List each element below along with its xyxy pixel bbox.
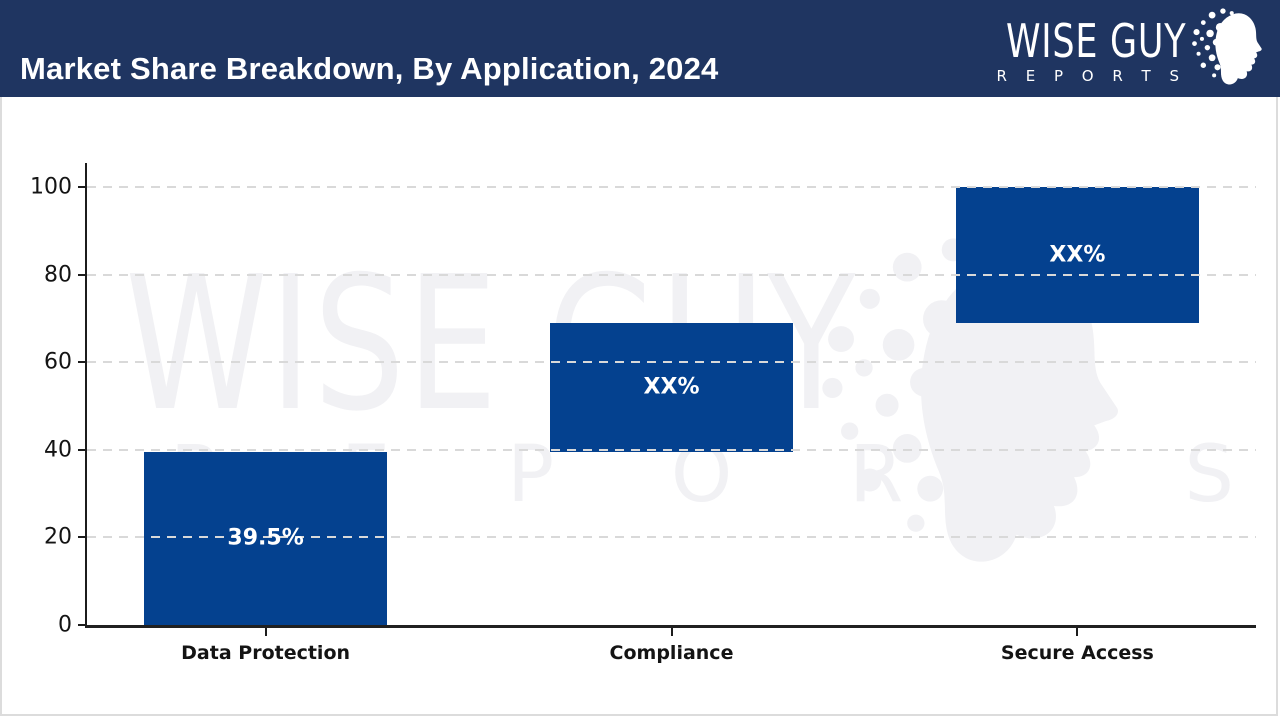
logo-wise-guy-text: WISE GUY	[1005, 14, 1186, 68]
y-tick-label: 20	[44, 524, 72, 550]
wise-guy-logo: WISE GUY R E P O R T S	[997, 0, 1272, 97]
logo-text: WISE GUY R E P O R T S	[949, 14, 1186, 85]
logo-reports-text: R E P O R T S	[996, 67, 1186, 85]
gridline-20	[87, 536, 1256, 539]
bar-value-label: XX%	[643, 374, 700, 400]
gridline-100	[87, 186, 1256, 188]
y-axis-tick	[78, 536, 85, 539]
watermark-face-profile	[921, 258, 1118, 562]
bar-data-protection	[143, 451, 388, 625]
bar-value-label: 39.5%	[227, 525, 304, 551]
x-axis-tick	[670, 628, 673, 636]
gridline-60	[87, 361, 1256, 364]
y-tick-label: 40	[44, 437, 72, 463]
y-axis-tick	[78, 361, 85, 364]
y-axis-tick	[78, 448, 85, 451]
category-label: Data Protection	[181, 642, 351, 664]
bar-value-label: XX%	[1049, 242, 1106, 268]
category-label: Secure Access	[1000, 642, 1154, 664]
y-tick-label: 80	[44, 262, 72, 288]
y-tick-label: 60	[44, 349, 72, 375]
x-axis-tick	[264, 628, 267, 636]
gridline-80	[87, 273, 1256, 276]
y-axis-tick	[78, 273, 85, 276]
y-tick-label: 0	[58, 612, 72, 638]
y-axis-tick	[78, 624, 85, 626]
page-title: Market Share Breakdown, By Application, …	[20, 51, 719, 87]
bar-compliance	[549, 322, 794, 452]
y-tick-label: 100	[30, 174, 72, 200]
header-bar: Market Share Breakdown, By Application, …	[0, 0, 1280, 97]
wiseguy-face-logo-icon	[1192, 8, 1262, 85]
logo-face-profile	[1215, 13, 1262, 85]
category-label: Compliance	[609, 642, 734, 664]
bar-secure-access	[955, 187, 1200, 323]
x-axis-tick	[1076, 628, 1079, 636]
y-axis-tick	[78, 186, 85, 188]
gridline-40	[87, 448, 1256, 451]
plot-area: 39.5% XX% XX% 0 20 40 60 80 100 Data Protection Co…	[30, 163, 1256, 664]
